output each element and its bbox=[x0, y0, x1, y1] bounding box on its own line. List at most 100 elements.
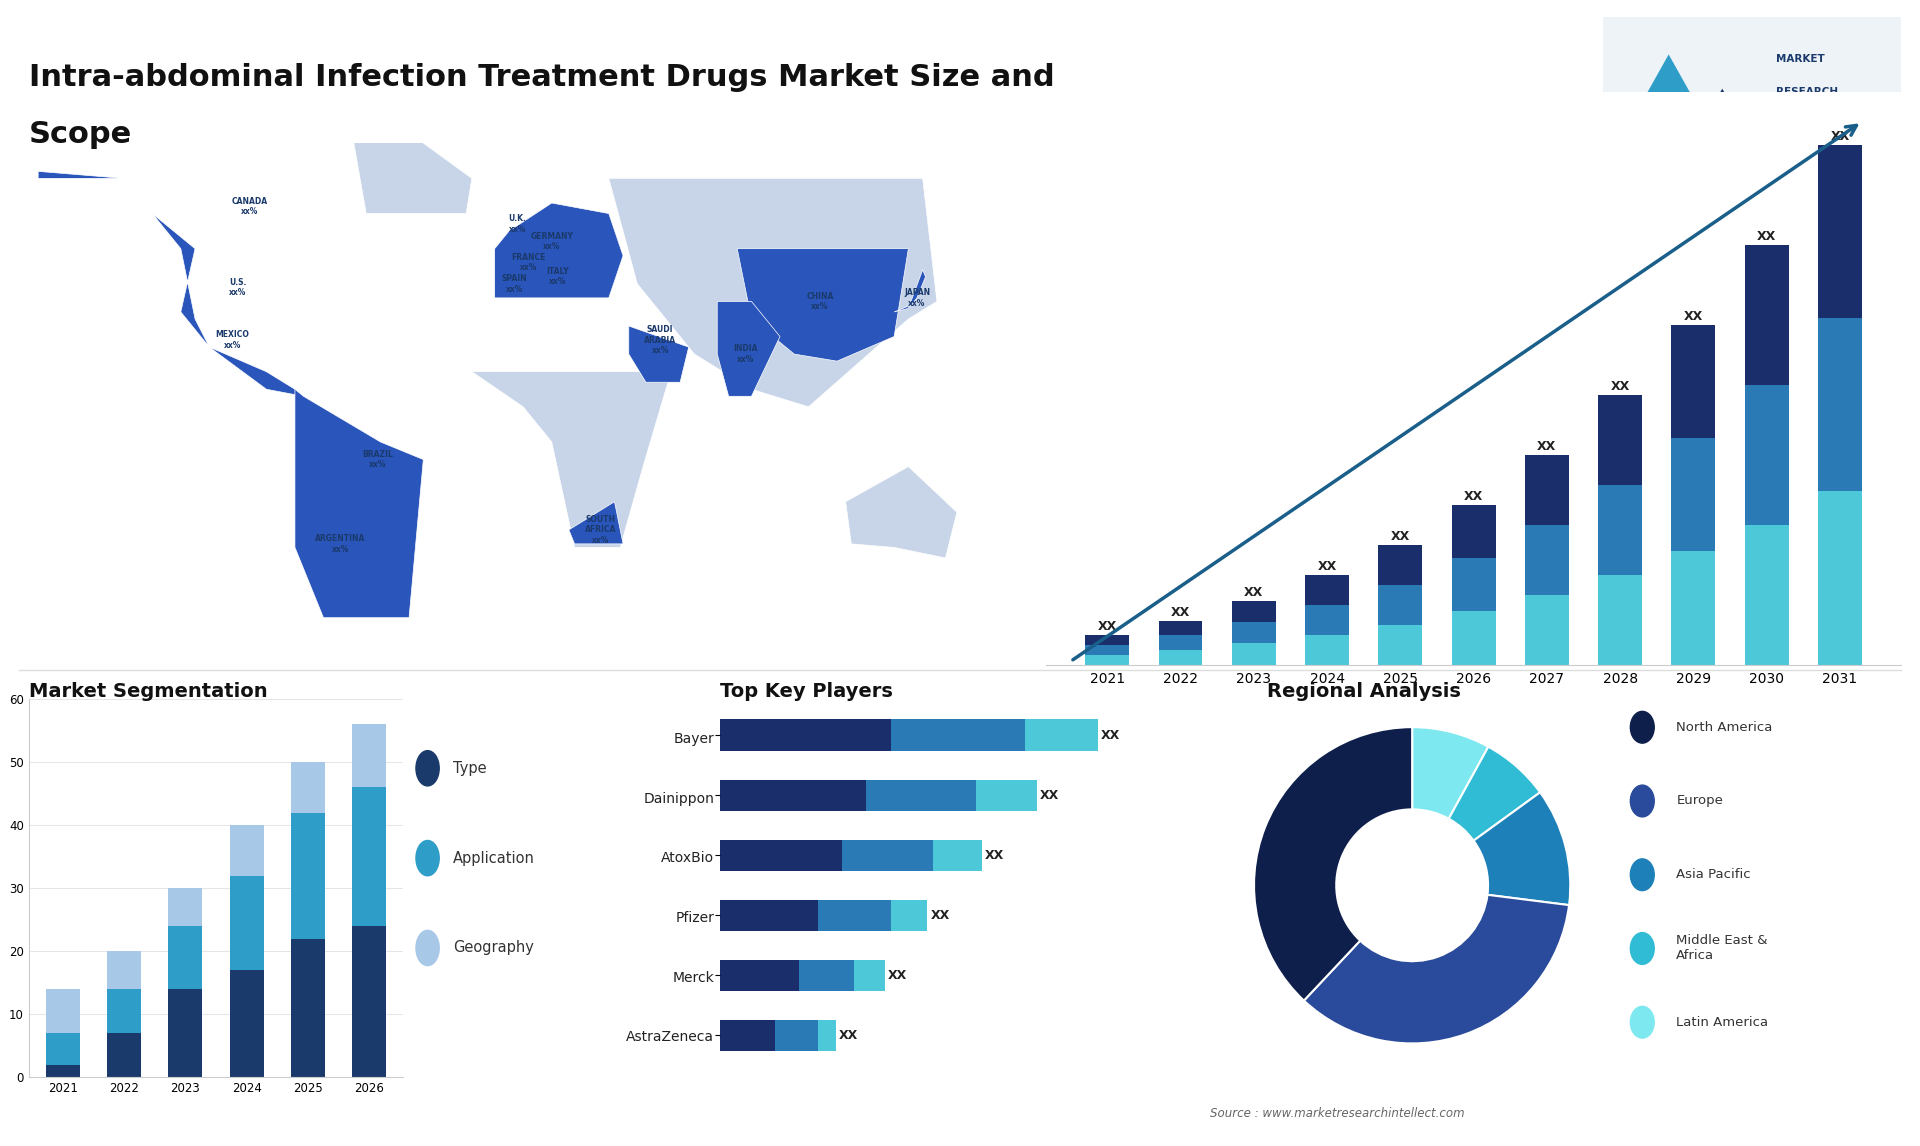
Text: XX: XX bbox=[1684, 309, 1703, 323]
Polygon shape bbox=[1620, 54, 1716, 140]
Wedge shape bbox=[1411, 727, 1488, 818]
Bar bbox=[1818, 319, 1862, 492]
Bar bbox=[1379, 625, 1423, 665]
Text: Asia Pacific: Asia Pacific bbox=[1676, 869, 1751, 881]
Text: SAUDI
ARABIA
xx%: SAUDI ARABIA xx% bbox=[643, 325, 676, 355]
Bar bbox=[1597, 485, 1642, 575]
Bar bbox=[891, 720, 1025, 751]
Text: XX: XX bbox=[1830, 129, 1849, 143]
Text: Geography: Geography bbox=[453, 941, 534, 956]
Bar bbox=[1818, 492, 1862, 665]
Text: XX: XX bbox=[1463, 489, 1484, 503]
Bar bbox=[292, 762, 324, 813]
Text: XX: XX bbox=[1317, 559, 1336, 573]
Text: Merck: Merck bbox=[672, 971, 714, 984]
Bar bbox=[866, 779, 975, 811]
Bar bbox=[843, 840, 933, 871]
Circle shape bbox=[417, 931, 440, 966]
Polygon shape bbox=[1692, 88, 1751, 140]
Wedge shape bbox=[1450, 747, 1540, 841]
Polygon shape bbox=[495, 203, 624, 298]
Circle shape bbox=[1630, 712, 1655, 743]
Bar bbox=[46, 1065, 79, 1077]
Text: Intra-abdominal Infection Treatment Drugs Market Size and: Intra-abdominal Infection Treatment Drug… bbox=[29, 63, 1054, 92]
Text: FRANCE
xx%: FRANCE xx% bbox=[513, 253, 545, 273]
Bar bbox=[720, 900, 818, 931]
Polygon shape bbox=[895, 269, 925, 312]
Wedge shape bbox=[1304, 895, 1569, 1043]
Text: North America: North America bbox=[1676, 721, 1772, 733]
Bar bbox=[1672, 324, 1715, 438]
Bar bbox=[720, 960, 799, 991]
Text: XX: XX bbox=[985, 849, 1004, 862]
Text: XX: XX bbox=[887, 968, 906, 982]
Text: Regional Analysis: Regional Analysis bbox=[1267, 682, 1461, 701]
Text: Latin America: Latin America bbox=[1676, 1015, 1768, 1029]
Text: INDIA
xx%: INDIA xx% bbox=[733, 345, 758, 363]
Text: ARGENTINA
xx%: ARGENTINA xx% bbox=[315, 534, 367, 554]
Text: AstraZeneca: AstraZeneca bbox=[626, 1030, 714, 1044]
Polygon shape bbox=[628, 325, 689, 383]
Polygon shape bbox=[568, 502, 624, 544]
Bar bbox=[169, 888, 202, 926]
Text: MARKET: MARKET bbox=[1776, 54, 1824, 64]
Text: XX: XX bbox=[1171, 606, 1190, 619]
Text: AtoxBio: AtoxBio bbox=[660, 851, 714, 865]
Text: MEXICO
xx%: MEXICO xx% bbox=[215, 330, 250, 350]
Circle shape bbox=[1630, 1006, 1655, 1038]
Bar bbox=[720, 720, 891, 751]
Bar bbox=[292, 813, 324, 939]
Bar bbox=[975, 779, 1037, 811]
Text: Pfizer: Pfizer bbox=[676, 911, 714, 925]
Bar bbox=[1085, 654, 1129, 665]
Bar bbox=[353, 787, 386, 926]
Bar bbox=[230, 970, 263, 1077]
Text: Top Key Players: Top Key Players bbox=[720, 682, 893, 701]
Text: U.K.
xx%: U.K. xx% bbox=[509, 214, 526, 234]
Bar bbox=[933, 840, 983, 871]
Text: XX: XX bbox=[1611, 379, 1630, 393]
Bar bbox=[1672, 438, 1715, 551]
Text: CHINA
xx%: CHINA xx% bbox=[806, 292, 833, 311]
Bar bbox=[1452, 611, 1496, 665]
Wedge shape bbox=[1254, 727, 1413, 1000]
Circle shape bbox=[1630, 858, 1655, 890]
Text: Market Segmentation: Market Segmentation bbox=[29, 682, 267, 701]
Bar bbox=[1524, 455, 1569, 525]
Bar bbox=[46, 989, 79, 1034]
Text: Type: Type bbox=[453, 761, 486, 776]
Bar bbox=[169, 989, 202, 1077]
Text: Application: Application bbox=[453, 850, 536, 865]
Bar bbox=[46, 1034, 79, 1065]
Circle shape bbox=[417, 751, 440, 786]
Bar bbox=[1524, 595, 1569, 665]
Bar bbox=[353, 926, 386, 1077]
Bar bbox=[1085, 645, 1129, 654]
Bar bbox=[1158, 635, 1202, 650]
Bar bbox=[720, 840, 843, 871]
Bar bbox=[108, 989, 140, 1034]
Text: U.S.
xx%: U.S. xx% bbox=[228, 277, 246, 297]
Text: XX: XX bbox=[1757, 230, 1776, 243]
Polygon shape bbox=[737, 249, 908, 361]
Bar bbox=[1597, 395, 1642, 485]
Circle shape bbox=[417, 840, 440, 876]
Bar bbox=[1745, 525, 1789, 665]
Bar bbox=[108, 1034, 140, 1077]
Text: ITALY
xx%: ITALY xx% bbox=[545, 267, 568, 286]
Bar bbox=[1745, 245, 1789, 385]
Bar bbox=[1745, 385, 1789, 525]
Bar bbox=[1672, 551, 1715, 665]
Bar bbox=[1233, 601, 1275, 622]
Text: SOUTH
AFRICA
xx%: SOUTH AFRICA xx% bbox=[584, 515, 616, 544]
Bar bbox=[230, 876, 263, 970]
Polygon shape bbox=[718, 301, 780, 397]
Bar bbox=[1452, 504, 1496, 558]
Bar bbox=[1085, 635, 1129, 645]
Bar bbox=[818, 1020, 835, 1051]
Bar bbox=[1818, 146, 1862, 319]
Bar bbox=[353, 724, 386, 787]
Bar bbox=[1306, 635, 1350, 665]
Text: Europe: Europe bbox=[1676, 794, 1724, 808]
Text: Dainippon: Dainippon bbox=[643, 792, 714, 806]
